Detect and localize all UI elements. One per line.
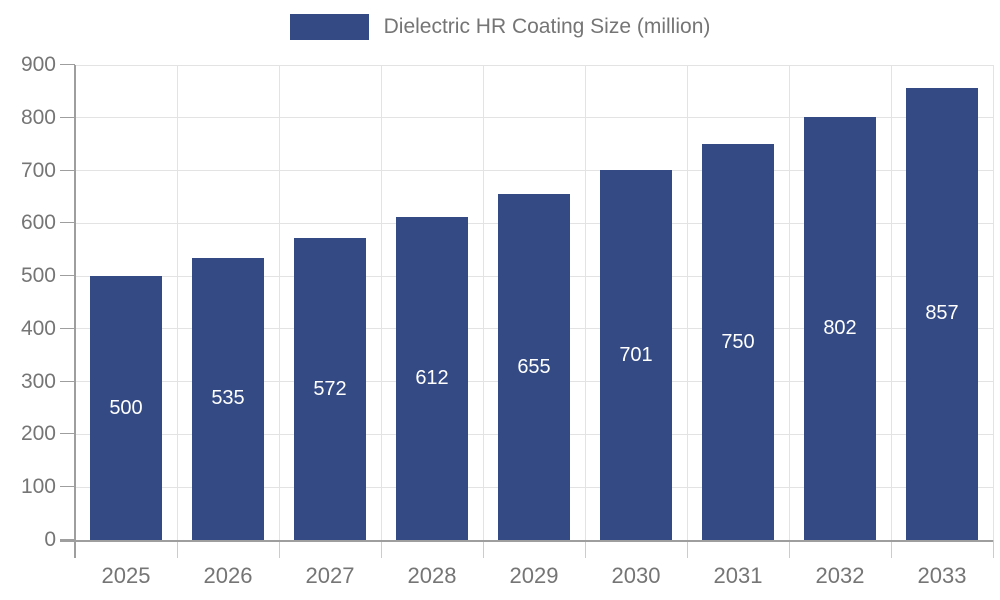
x-tick-mark — [482, 540, 484, 558]
x-tick-mark — [278, 540, 280, 558]
legend-label: Dielectric HR Coating Size (million) — [383, 15, 711, 38]
bar-2025: 500 — [90, 276, 162, 540]
y-tick-label: 200 — [20, 422, 56, 446]
y-tick-mark — [60, 222, 75, 224]
bar-2033: 857 — [906, 87, 978, 540]
x-tick-mark — [686, 540, 688, 558]
y-tick-mark — [60, 327, 75, 329]
x-tick-mark — [890, 540, 892, 558]
x-tick-label: 2031 — [713, 563, 763, 588]
x-tick-label: 2032 — [815, 563, 865, 588]
gridline-v — [176, 65, 178, 540]
gridline-h — [75, 170, 993, 172]
y-tick-label: 700 — [20, 158, 56, 182]
x-tick-mark — [992, 540, 994, 558]
y-tick-mark — [60, 380, 75, 382]
x-axis-line — [60, 540, 993, 542]
x-tick-mark — [584, 540, 586, 558]
y-tick-mark — [60, 64, 75, 65]
x-tick-mark — [176, 540, 178, 558]
legend: Dielectric HR Coating Size (million) — [0, 14, 1000, 40]
gridline-v — [686, 65, 688, 540]
y-tick-label: 800 — [20, 105, 56, 129]
x-tick-label: 2029 — [509, 563, 559, 588]
gridline-v — [584, 65, 586, 540]
y-tick-mark — [60, 275, 75, 277]
bar-2030: 701 — [600, 170, 672, 540]
bar-value-label: 572 — [313, 377, 347, 400]
x-tick-mark — [788, 540, 790, 558]
y-tick-mark — [60, 169, 75, 171]
bar-value-label: 500 — [109, 396, 143, 419]
bar-value-label: 750 — [721, 330, 755, 353]
bar-value-label: 612 — [415, 367, 449, 389]
bar-2029: 655 — [498, 194, 570, 540]
y-tick-mark — [60, 539, 75, 540]
bar-2028: 612 — [396, 217, 468, 540]
gridline-v — [992, 65, 994, 540]
y-tick-label: 100 — [20, 475, 56, 499]
gridline-h — [75, 64, 993, 66]
y-tick-label: 0 — [44, 528, 56, 551]
bar-value-label: 535 — [211, 387, 245, 410]
y-tick-label: 300 — [20, 369, 56, 393]
bar-value-label: 857 — [925, 302, 959, 325]
legend-swatch — [289, 14, 369, 40]
y-tick-mark — [60, 486, 75, 488]
y-axis-line — [74, 65, 76, 558]
x-tick-label: 2030 — [611, 563, 661, 588]
bar-2026: 535 — [192, 257, 264, 540]
gridline-h — [75, 117, 993, 119]
x-tick-label: 2025 — [101, 563, 151, 588]
gridline-v — [890, 65, 892, 540]
bar-value-label: 655 — [517, 355, 551, 378]
bar-value-label: 701 — [619, 343, 653, 366]
y-tick-label: 500 — [20, 264, 56, 288]
bar-value-label: 802 — [823, 316, 857, 339]
bar-2031: 750 — [702, 144, 774, 540]
gridline-v — [788, 65, 790, 540]
x-tick-label: 2026 — [203, 563, 253, 588]
bar-2032: 802 — [804, 116, 876, 540]
x-tick-mark — [380, 540, 382, 558]
x-tick-label: 2033 — [917, 563, 967, 588]
y-tick-mark — [60, 433, 75, 435]
x-tick-label: 2027 — [305, 563, 355, 588]
gridline-v — [380, 65, 382, 540]
gridline-v — [278, 65, 280, 540]
y-tick-label: 600 — [20, 211, 56, 235]
y-tick-label: 400 — [20, 316, 56, 340]
x-tick-label: 2028 — [407, 563, 457, 588]
y-tick-mark — [60, 116, 75, 118]
bar-2027: 572 — [294, 238, 366, 540]
gridline-v — [482, 65, 484, 540]
y-tick-label: 900 — [20, 53, 56, 76]
